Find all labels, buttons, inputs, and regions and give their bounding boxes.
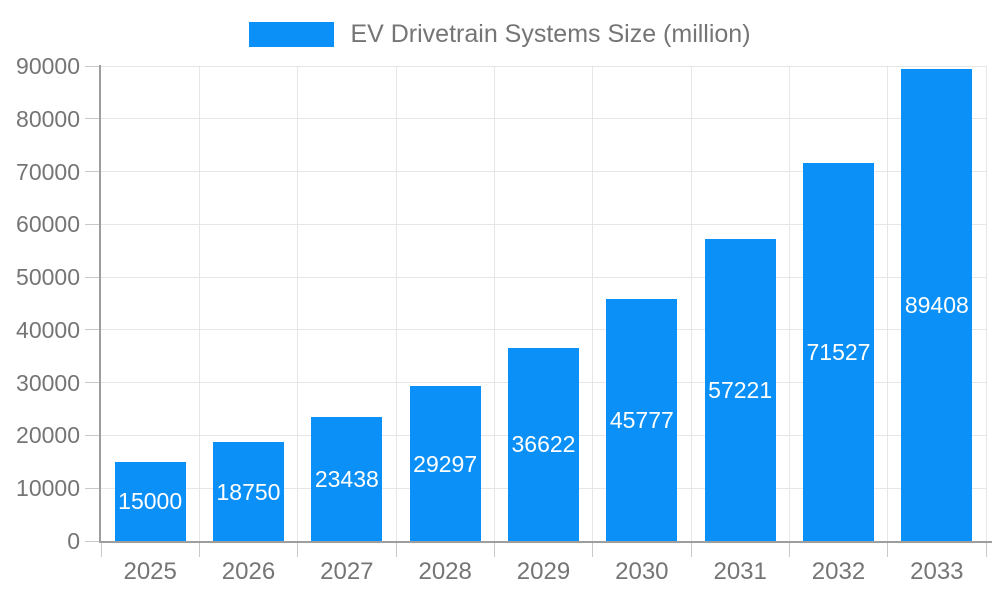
bar-value-label: 18750 bbox=[216, 478, 281, 505]
bar-2033[interactable]: 89408 bbox=[901, 69, 973, 541]
y-axis-label: 70000 bbox=[16, 158, 80, 185]
bar-2029[interactable]: 36622 bbox=[508, 347, 579, 541]
x-axis-label: 2033 bbox=[910, 558, 964, 585]
x-axis-label: 2027 bbox=[320, 558, 374, 585]
x-tick bbox=[100, 541, 102, 557]
legend-swatch bbox=[249, 22, 335, 47]
bar-2030[interactable]: 45777 bbox=[606, 299, 678, 541]
x-tick bbox=[690, 541, 692, 557]
y-tick bbox=[85, 382, 101, 384]
bar-2028[interactable]: 29297 bbox=[409, 386, 481, 541]
bar-value-label: 15000 bbox=[118, 488, 183, 515]
y-tick bbox=[85, 65, 101, 67]
bar-value-label: 71527 bbox=[806, 339, 871, 366]
bar-2032[interactable]: 71527 bbox=[803, 163, 874, 541]
y-tick bbox=[85, 329, 101, 331]
h-gridline bbox=[101, 276, 986, 278]
x-tick bbox=[297, 541, 299, 557]
h-gridline bbox=[101, 65, 986, 67]
v-gridline bbox=[690, 66, 692, 541]
v-gridline bbox=[788, 66, 790, 541]
y-tick bbox=[85, 276, 101, 278]
bar-2031[interactable]: 57221 bbox=[704, 239, 776, 541]
y-axis-label: 80000 bbox=[16, 105, 80, 132]
y-axis-line bbox=[99, 65, 101, 541]
y-axis-label: 10000 bbox=[16, 475, 80, 502]
bar-value-label: 57221 bbox=[708, 376, 773, 403]
v-gridline bbox=[297, 66, 299, 541]
x-axis-label: 2026 bbox=[221, 558, 276, 585]
bar-value-label: 29297 bbox=[413, 450, 478, 477]
bar-value-label: 36622 bbox=[511, 431, 576, 458]
y-tick bbox=[85, 434, 101, 436]
y-tick bbox=[85, 118, 101, 120]
x-tick bbox=[198, 541, 200, 557]
x-axis-label: 2029 bbox=[516, 558, 571, 585]
v-gridline bbox=[592, 66, 594, 541]
bar-2026[interactable]: 18750 bbox=[213, 442, 284, 541]
bar-2027[interactable]: 23438 bbox=[311, 417, 383, 541]
x-tick bbox=[592, 541, 594, 557]
v-gridline bbox=[395, 66, 397, 541]
v-gridline bbox=[198, 66, 200, 541]
y-axis-label: 20000 bbox=[16, 422, 80, 449]
v-gridline bbox=[887, 66, 889, 541]
bar-value-label: 23438 bbox=[314, 466, 379, 493]
x-axis-line bbox=[99, 541, 992, 543]
bar-value-label: 89408 bbox=[904, 292, 969, 319]
y-axis-label: 40000 bbox=[16, 316, 80, 343]
x-tick bbox=[493, 541, 495, 557]
y-axis-label: 0 bbox=[67, 528, 80, 554]
chart-legend[interactable]: EV Drivetrain Systems Size (million) bbox=[0, 20, 1000, 49]
v-gridline bbox=[493, 66, 495, 541]
x-tick bbox=[395, 541, 397, 557]
y-axis-label: 90000 bbox=[16, 53, 80, 79]
v-gridline bbox=[985, 66, 987, 541]
h-gridline bbox=[101, 118, 986, 120]
x-axis-label: 2032 bbox=[811, 558, 866, 585]
x-axis-label: 2031 bbox=[713, 558, 767, 585]
bar-value-label: 45777 bbox=[609, 407, 674, 434]
x-axis-label: 2025 bbox=[123, 558, 177, 585]
y-tick bbox=[85, 223, 101, 225]
legend-label: EV Drivetrain Systems Size (million) bbox=[350, 20, 751, 48]
y-tick bbox=[85, 171, 101, 173]
h-gridline bbox=[101, 223, 986, 225]
x-axis-label: 2028 bbox=[418, 558, 472, 585]
y-tick bbox=[85, 487, 101, 489]
y-axis-label: 50000 bbox=[16, 264, 80, 291]
x-tick bbox=[788, 541, 790, 557]
h-gridline bbox=[101, 329, 986, 331]
h-gridline bbox=[101, 171, 986, 173]
y-axis-label: 60000 bbox=[16, 211, 80, 238]
x-axis-label: 2030 bbox=[615, 558, 669, 585]
x-tick bbox=[985, 541, 987, 557]
x-tick bbox=[887, 541, 889, 557]
y-tick bbox=[85, 540, 101, 542]
y-axis-label: 30000 bbox=[16, 369, 80, 396]
bar-2025[interactable]: 15000 bbox=[114, 461, 186, 541]
